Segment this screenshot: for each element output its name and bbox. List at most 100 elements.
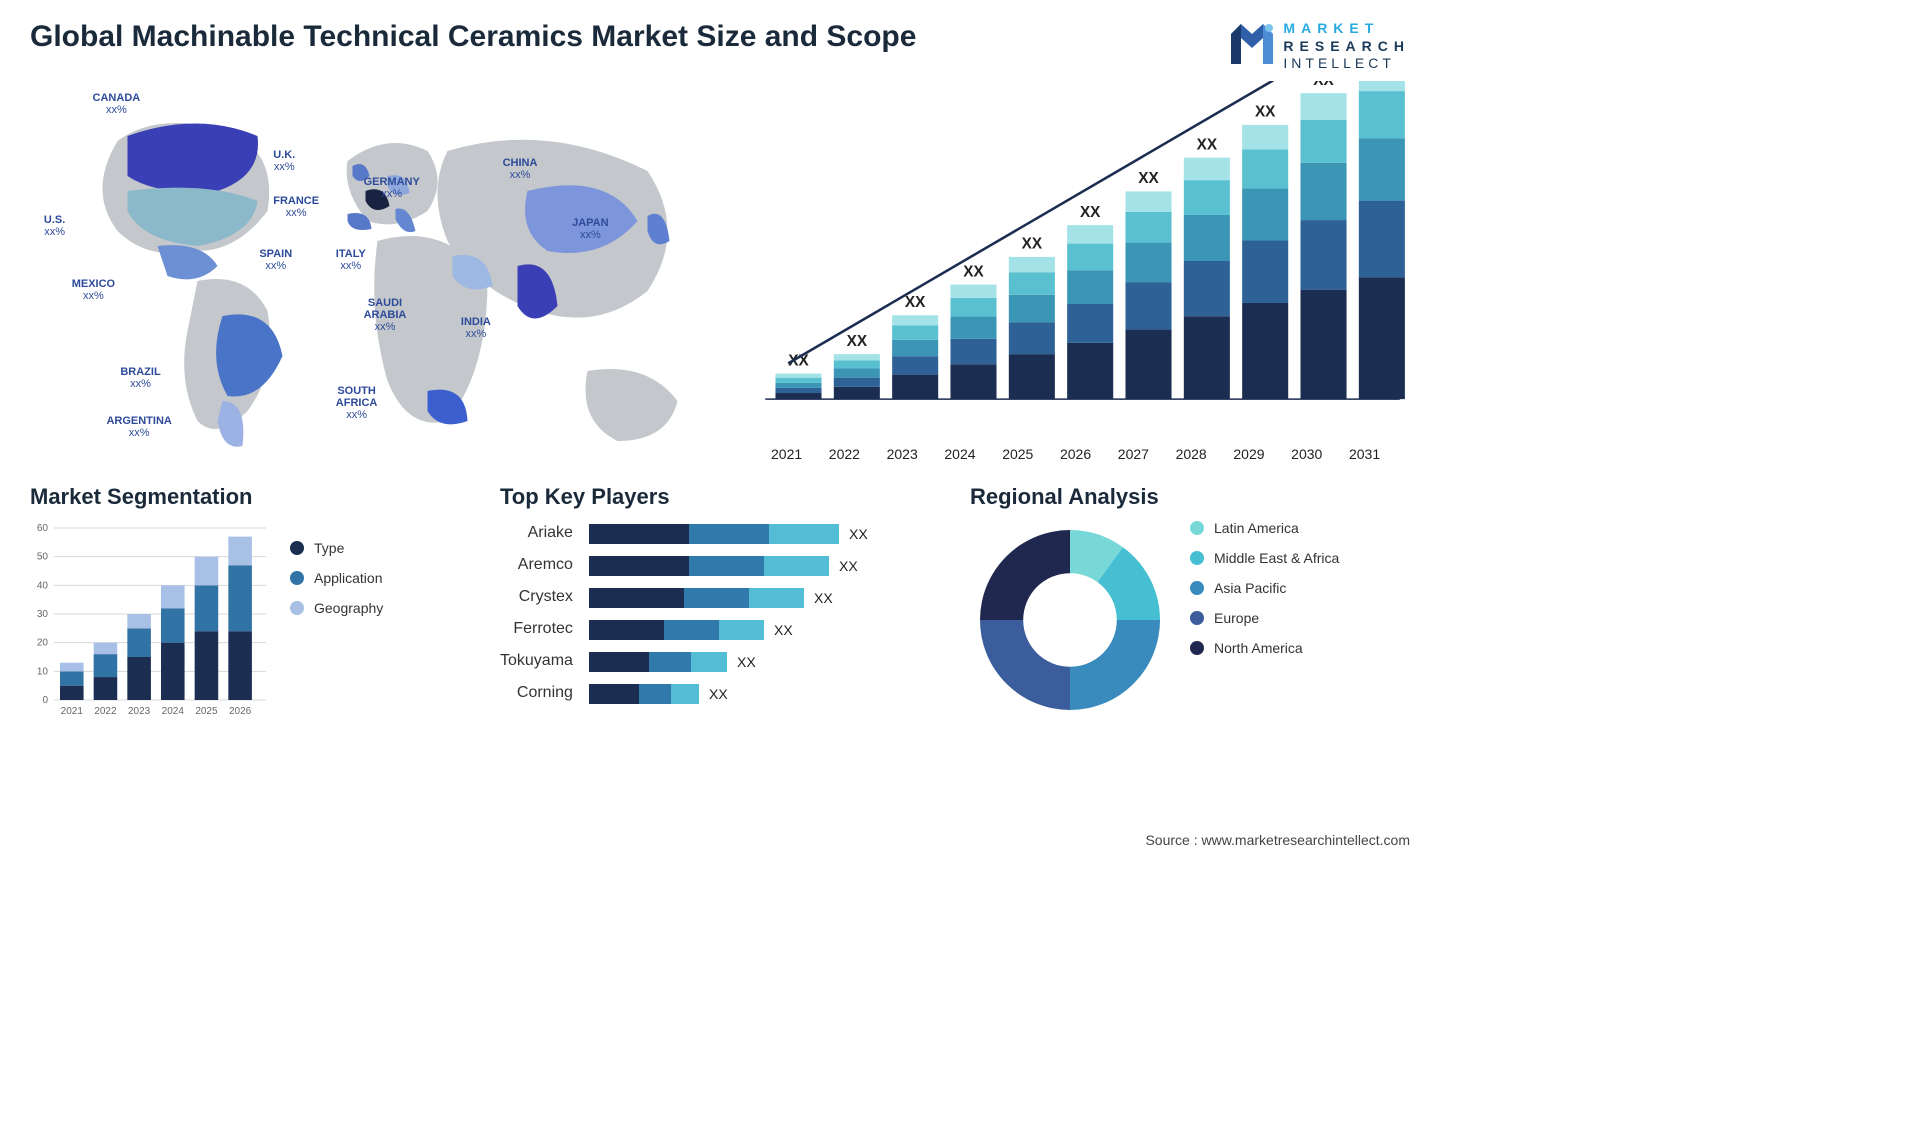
logo-line2: RESEARCH xyxy=(1283,38,1410,56)
swatch-icon xyxy=(290,541,304,555)
region-legend-item: Middle East & Africa xyxy=(1190,550,1339,566)
player-name: Ariake xyxy=(500,524,573,542)
swatch-icon xyxy=(1190,521,1204,535)
map-label-italy: ITALYxx% xyxy=(336,248,366,272)
map-label-canada: CANADAxx% xyxy=(93,92,141,116)
seg-legend-item: Application xyxy=(290,570,383,586)
growth-year-label: 2023 xyxy=(887,446,932,462)
growth-year-label: 2024 xyxy=(944,446,989,462)
svg-text:XX: XX xyxy=(774,622,793,638)
region-legend-label: North America xyxy=(1214,640,1303,656)
player-name: Ferrotec xyxy=(500,620,573,638)
svg-text:XX: XX xyxy=(709,686,728,702)
logo-line1: MARKET xyxy=(1283,20,1410,38)
map-label-saudi: SAUDIARABIAxx% xyxy=(364,297,407,333)
player-name: Crystex xyxy=(500,588,573,606)
growth-year-label: 2021 xyxy=(771,446,816,462)
regional-legend: Latin America Middle East & Africa Asia Pa… xyxy=(1190,520,1339,656)
growth-chart: XXXXXXXXXXXXXXXXXXXXXX 20212022202320242… xyxy=(755,81,1410,462)
player-name: Tokuyama xyxy=(500,652,573,670)
segmentation-chart: 0102030405060202120222023202420252026 xyxy=(30,520,270,720)
svg-text:50: 50 xyxy=(37,551,49,562)
logo-icon xyxy=(1229,20,1275,66)
region-legend-label: Asia Pacific xyxy=(1214,580,1286,596)
growth-year-label: 2027 xyxy=(1118,446,1163,462)
map-label-uk: U.K.xx% xyxy=(273,149,295,173)
svg-text:XX: XX xyxy=(814,590,833,606)
svg-text:0: 0 xyxy=(42,695,48,706)
swatch-icon xyxy=(1190,581,1204,595)
swatch-icon xyxy=(1190,551,1204,565)
svg-text:XX: XX xyxy=(849,526,868,542)
map-label-us: U.S.xx% xyxy=(44,214,65,238)
growth-year-label: 2022 xyxy=(829,446,874,462)
svg-text:30: 30 xyxy=(37,609,49,620)
region-legend-item: Asia Pacific xyxy=(1190,580,1339,596)
seg-legend-label: Geography xyxy=(314,600,383,616)
map-label-argentina: ARGENTINAxx% xyxy=(106,415,171,439)
region-legend-item: North America xyxy=(1190,640,1339,656)
swatch-icon xyxy=(290,571,304,585)
svg-text:XX: XX xyxy=(1138,170,1159,187)
svg-text:XX: XX xyxy=(839,558,858,574)
svg-text:XX: XX xyxy=(963,263,984,280)
svg-text:XX: XX xyxy=(1313,81,1334,89)
seg-legend-item: Geography xyxy=(290,600,383,616)
map-label-mexico: MEXICOxx% xyxy=(72,278,115,302)
segmentation-section: Market Segmentation 0 10 20 30 40 50 60 2021 202… xyxy=(30,484,470,720)
growth-year-label: 2029 xyxy=(1233,446,1278,462)
map-label-india: INDIAxx% xyxy=(461,316,491,340)
regional-section: Regional Analysis Latin AmericaMiddle Ea… xyxy=(970,484,1410,720)
svg-text:60: 60 xyxy=(37,523,49,534)
player-name: Aremco xyxy=(500,556,573,574)
region-legend-item: Europe xyxy=(1190,610,1339,626)
page-title: Global Machinable Technical Ceramics Mar… xyxy=(30,20,916,54)
svg-text:10: 10 xyxy=(37,666,49,677)
map-label-japan: JAPANxx% xyxy=(572,217,608,241)
growth-year-label: 2026 xyxy=(1060,446,1105,462)
svg-text:2023: 2023 xyxy=(128,706,151,717)
players-names: Ariake Aremco Crystex Ferrotec Tokuyama Corni… xyxy=(500,524,573,720)
player-name: Corning xyxy=(500,684,573,702)
region-legend-label: Middle East & Africa xyxy=(1214,550,1339,566)
map-label-safrica: SOUTHAFRICAxx% xyxy=(336,385,378,421)
growth-year-label: 2025 xyxy=(1002,446,1047,462)
swatch-icon xyxy=(1190,611,1204,625)
svg-text:2021: 2021 xyxy=(61,706,84,717)
map-label-brazil: BRAZILxx% xyxy=(120,366,160,390)
segmentation-title: Market Segmentation xyxy=(30,484,470,510)
growth-year-label: 2028 xyxy=(1176,446,1221,462)
region-legend-item: Latin America xyxy=(1190,520,1339,536)
map-label-china: CHINAxx% xyxy=(503,157,538,181)
svg-text:XX: XX xyxy=(905,294,926,311)
swatch-icon xyxy=(1190,641,1204,655)
svg-text:XX: XX xyxy=(847,332,868,349)
world-map: CANADAxx% U.S.xx% MEXICOxx% BRAZILxx% ARGENT… xyxy=(30,81,725,461)
players-chart: XXXXXXXXXXXX xyxy=(589,520,909,720)
map-label-germany: GERMANYxx% xyxy=(364,176,420,200)
svg-text:XX: XX xyxy=(1255,103,1276,120)
svg-text:20: 20 xyxy=(37,637,49,648)
regional-donut xyxy=(970,520,1170,720)
svg-text:2022: 2022 xyxy=(94,706,117,717)
players-title: Top Key Players xyxy=(500,484,940,510)
map-label-france: FRANCExx% xyxy=(273,195,319,219)
seg-legend-item: Type xyxy=(290,540,383,556)
svg-text:40: 40 xyxy=(37,580,49,591)
swatch-icon xyxy=(290,601,304,615)
source-text: Source : www.marketresearchintellect.com xyxy=(1145,832,1410,848)
segmentation-legend: Type Application Geography xyxy=(290,540,383,720)
region-legend-label: Latin America xyxy=(1214,520,1299,536)
brand-logo: MARKET RESEARCH INTELLECT xyxy=(1229,20,1410,73)
svg-text:XX: XX xyxy=(1022,235,1043,252)
growth-year-label: 2030 xyxy=(1291,446,1336,462)
map-label-spain: SPAINxx% xyxy=(259,248,292,272)
region-legend-label: Europe xyxy=(1214,610,1259,626)
world-map-svg xyxy=(30,81,725,461)
svg-text:XX: XX xyxy=(1080,203,1101,220)
logo-line3: INTELLECT xyxy=(1283,55,1410,73)
growth-chart-svg: XXXXXXXXXXXXXXXXXXXXXX xyxy=(755,81,1410,441)
svg-text:2025: 2025 xyxy=(195,706,218,717)
seg-legend-label: Application xyxy=(314,570,383,586)
svg-text:2026: 2026 xyxy=(229,706,252,717)
